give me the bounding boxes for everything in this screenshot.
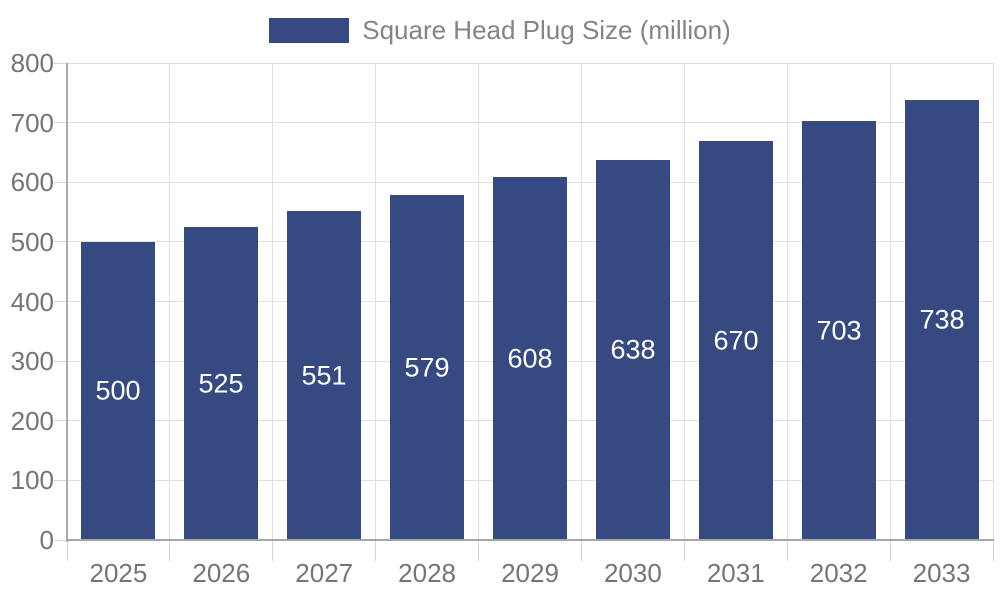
- y-axis-tick-label: 700: [10, 107, 54, 138]
- y-axis-tick-label: 200: [10, 405, 54, 436]
- y-axis-tick: [54, 360, 67, 362]
- bar-2033: 738: [905, 100, 979, 540]
- x-axis-tick: [375, 540, 377, 561]
- y-axis-line: [66, 63, 68, 542]
- bar-2025: 500: [81, 242, 155, 540]
- y-axis-tick: [54, 122, 67, 124]
- y-axis-tick: [54, 420, 67, 422]
- x-axis-tick-label: 2026: [192, 558, 251, 588]
- bar-value-label: 551: [301, 360, 347, 390]
- legend-item[interactable]: Square Head Plug Size (million): [0, 15, 1000, 45]
- y-axis-tick-label: 400: [10, 286, 54, 317]
- gridline-vertical: [272, 63, 274, 540]
- bar-value-label: 579: [404, 352, 450, 382]
- y-axis-tick-label: 800: [10, 48, 54, 78]
- y-axis-tick-label: 600: [10, 167, 54, 198]
- x-axis-tick: [786, 540, 788, 561]
- x-axis-tick: [478, 540, 480, 561]
- x-axis-tick-label: 2027: [295, 558, 354, 588]
- gridline-vertical: [478, 63, 480, 540]
- bar-2030: 638: [596, 160, 670, 540]
- x-axis-tick-label: 2025: [89, 558, 148, 588]
- bar-2032: 703: [802, 121, 876, 540]
- bar-value-label: 638: [610, 334, 656, 365]
- y-axis-tick: [54, 479, 67, 481]
- x-axis-tick-label: 2028: [398, 558, 457, 588]
- bar-2027: 551: [287, 211, 361, 540]
- gridline-vertical: [786, 63, 788, 540]
- bar-2029: 608: [493, 177, 567, 540]
- x-axis-tick: [889, 540, 891, 561]
- bar-value-label: 608: [507, 343, 553, 373]
- gridline-horizontal: [67, 122, 993, 124]
- bar-2026: 525: [184, 227, 258, 540]
- bar-2031: 670: [699, 141, 773, 540]
- gridline-vertical: [992, 63, 994, 540]
- gridline-vertical: [889, 63, 891, 540]
- x-axis-tick-label: 2032: [809, 558, 868, 588]
- bar-value-label: 738: [919, 304, 965, 335]
- y-axis-tick: [54, 181, 67, 183]
- gridline-vertical: [375, 63, 377, 540]
- gridline-vertical: [683, 63, 685, 540]
- bar-value-label: 500: [95, 375, 141, 406]
- y-axis-tick: [54, 539, 67, 541]
- x-axis-tick-label: 2031: [706, 558, 765, 588]
- bar-value-label: 670: [713, 325, 759, 355]
- x-axis-tick: [580, 540, 582, 561]
- x-axis-tick-label: 2029: [501, 558, 559, 588]
- x-axis-tick-label: 2033: [912, 558, 971, 588]
- y-axis-tick: [54, 62, 67, 64]
- plot-area: 500 525 551 579 608 638 670 703 738: [54, 62, 994, 561]
- gridline-vertical: [169, 63, 171, 540]
- bar-2028: 579: [390, 195, 464, 540]
- x-axis-tick-label: 2030: [603, 558, 662, 588]
- y-axis-tick-label: 500: [10, 226, 54, 257]
- y-axis-tick: [54, 241, 67, 243]
- bar-value-label: 703: [816, 315, 862, 345]
- x-axis-tick: [992, 540, 994, 561]
- y-axis-tick: [54, 301, 67, 302]
- x-axis-tick: [272, 540, 274, 561]
- bar-value-label: 525: [198, 368, 244, 398]
- gridline-horizontal: [67, 62, 993, 64]
- x-axis-tick: [66, 540, 68, 561]
- x-axis-tick: [169, 540, 171, 561]
- gridline-vertical: [580, 63, 582, 540]
- legend-label: Square Head Plug Size (million): [362, 15, 731, 45]
- y-axis-tick-label: 0: [39, 525, 54, 555]
- legend-swatch: [269, 17, 350, 43]
- y-axis-tick-label: 300: [10, 346, 54, 377]
- x-axis-tick: [683, 540, 685, 561]
- y-axis-tick-label: 100: [10, 465, 54, 496]
- x-axis-line: [66, 539, 994, 541]
